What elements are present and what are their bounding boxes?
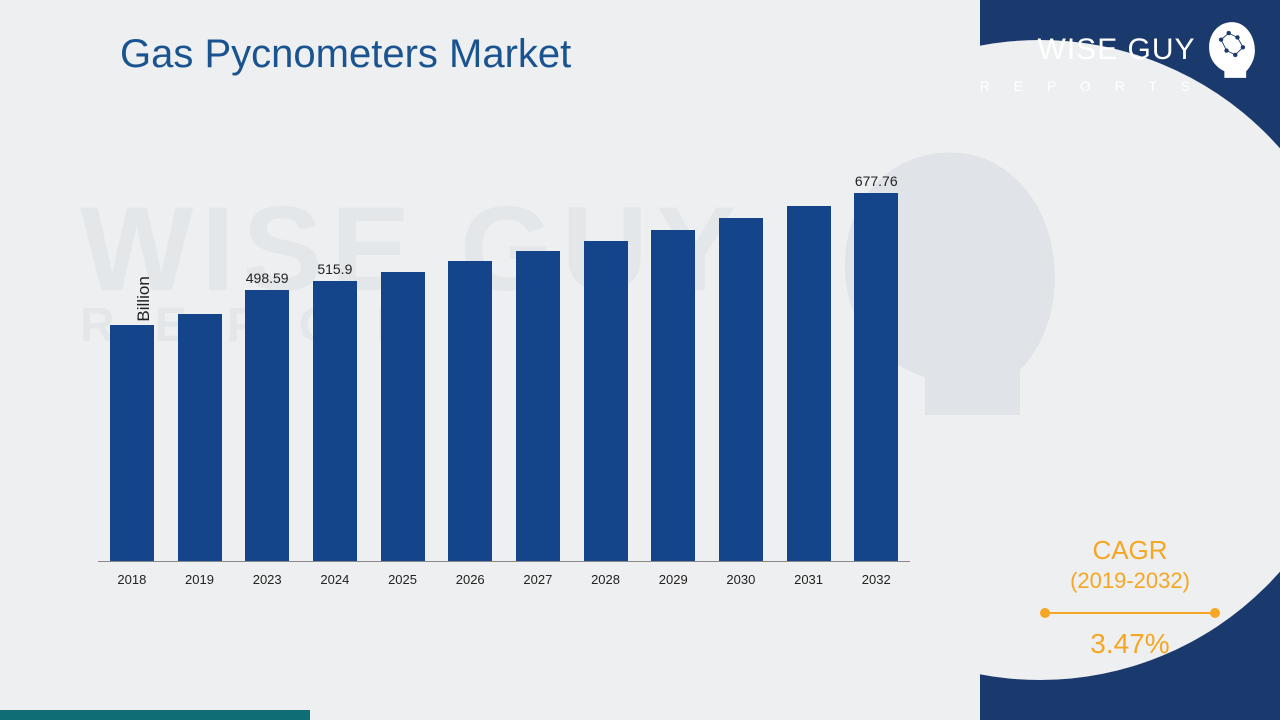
bar-col <box>166 170 234 561</box>
x-axis-label: 2029 <box>639 566 707 590</box>
x-axis-label: 2032 <box>842 566 910 590</box>
bar-value-label: 498.59 <box>246 270 289 286</box>
bar <box>516 251 560 561</box>
logo-subtext: R E P O R T S <box>980 78 1200 94</box>
bar <box>178 314 222 561</box>
bar-col <box>369 170 437 561</box>
bar-col <box>98 170 166 561</box>
chart-title: Gas Pycnometers Market <box>120 32 571 77</box>
plot-area: 498.59 515.9 677.76 <box>98 170 910 562</box>
bars-container: 498.59 515.9 677.76 <box>98 170 910 561</box>
bar-col <box>572 170 640 561</box>
bar <box>787 206 831 561</box>
bar-col <box>436 170 504 561</box>
logo: WISE GUY R E P O R T S <box>980 20 1260 94</box>
bar-col <box>639 170 707 561</box>
x-axis-label: 2018 <box>98 566 166 590</box>
bar <box>110 325 154 561</box>
bar <box>245 290 289 561</box>
bottom-accent-bar <box>0 710 310 720</box>
x-axis-label: 2019 <box>166 566 234 590</box>
bar <box>584 241 628 561</box>
bar <box>719 218 763 561</box>
bar-chart: Market Value in USD Billion 498.59515.96… <box>60 170 910 590</box>
x-axis-label: 2031 <box>775 566 843 590</box>
x-axis-label: 2026 <box>436 566 504 590</box>
bar-col <box>504 170 572 561</box>
x-axis-label: 2028 <box>572 566 640 590</box>
x-axis-label: 2025 <box>369 566 437 590</box>
bar-col <box>775 170 843 561</box>
x-axis-labels: 2018201920232024202520262027202820292030… <box>98 566 910 590</box>
cagr-divider <box>1045 612 1215 614</box>
bar <box>381 272 425 561</box>
bar-col: 515.9 <box>301 170 369 561</box>
logo-text: WISE GUY <box>1038 33 1196 67</box>
bar-value-label: 515.9 <box>317 261 352 277</box>
x-axis-label: 2027 <box>504 566 572 590</box>
cagr-label: CAGR <box>1020 535 1240 566</box>
bar <box>854 193 898 561</box>
bar <box>313 281 357 561</box>
x-axis-label: 2030 <box>707 566 775 590</box>
bar-value-label: 677.76 <box>855 173 898 189</box>
bar <box>651 230 695 561</box>
bar-col: 677.76 <box>842 170 910 561</box>
cagr-range: (2019-2032) <box>1020 568 1240 594</box>
x-axis-label: 2023 <box>233 566 301 590</box>
bar-col <box>707 170 775 561</box>
x-axis-label: 2024 <box>301 566 369 590</box>
bar-col: 498.59 <box>233 170 301 561</box>
bar <box>448 261 492 561</box>
logo-head-icon <box>1204 20 1260 80</box>
cagr-value: 3.47% <box>1020 628 1240 660</box>
cagr-block: CAGR (2019-2032) 3.47% <box>1020 535 1240 660</box>
